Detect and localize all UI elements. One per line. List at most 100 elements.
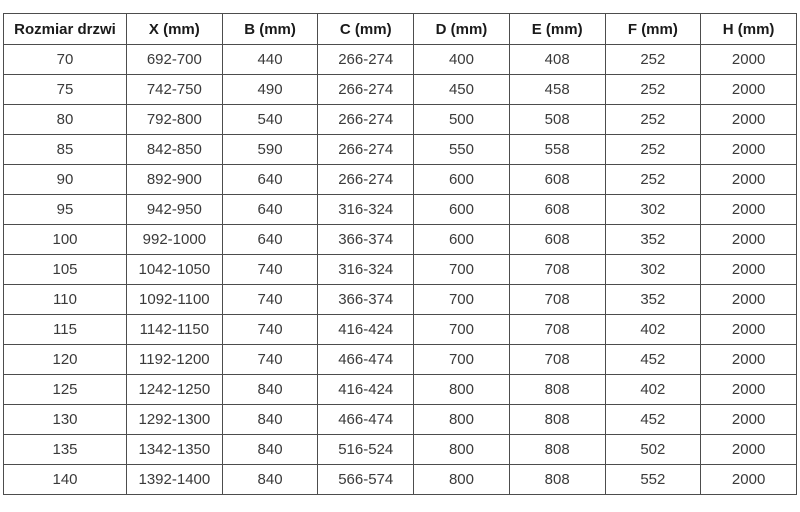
table-cell: 550 xyxy=(413,134,510,165)
table-cell: 1092-1100 xyxy=(126,284,223,315)
table-cell: 2000 xyxy=(700,164,797,195)
table-cell: 708 xyxy=(508,284,606,315)
table-cell: 800 xyxy=(413,374,510,405)
table-cell: 90 xyxy=(3,164,127,195)
table-cell: 452 xyxy=(604,404,702,435)
table-cell: 266-274 xyxy=(317,44,415,75)
column-header: H (mm) xyxy=(700,13,797,45)
table-cell: 130 xyxy=(3,404,127,435)
table-cell: 708 xyxy=(508,344,606,375)
table-cell: 2000 xyxy=(700,44,797,75)
table-cell: 252 xyxy=(604,44,702,75)
table-cell: 742-750 xyxy=(126,74,223,105)
table-cell: 252 xyxy=(604,74,702,105)
table-cell: 316-324 xyxy=(317,194,415,225)
table-cell: 252 xyxy=(604,164,702,195)
table-cell: 105 xyxy=(3,254,127,285)
table-cell: 416-424 xyxy=(317,374,415,405)
table-cell: 1042-1050 xyxy=(126,254,223,285)
table-cell: 1192-1200 xyxy=(126,344,223,375)
table-cell: 70 xyxy=(3,44,127,75)
table-cell: 1242-1250 xyxy=(126,374,223,405)
table-cell: 366-374 xyxy=(317,284,415,315)
table-cell: 252 xyxy=(604,134,702,165)
table-cell: 2000 xyxy=(700,344,797,375)
table-row: 75 742-750 490 266-274 450 458 252 2000 xyxy=(3,74,797,105)
table-cell: 1392-1400 xyxy=(126,464,223,495)
table-row: 125 1242-1250 840 416-424 800 808 402 2000 xyxy=(3,374,797,405)
table-cell: 400 xyxy=(413,44,510,75)
table-cell: 992-1000 xyxy=(126,224,223,255)
table-cell: 2000 xyxy=(700,464,797,495)
table-cell: 502 xyxy=(604,434,702,465)
table-cell: 252 xyxy=(604,104,702,135)
table-cell: 700 xyxy=(413,254,510,285)
table-cell: 840 xyxy=(221,434,319,465)
column-header: B (mm) xyxy=(221,13,319,45)
table-cell: 840 xyxy=(221,464,319,495)
table-cell: 600 xyxy=(413,194,510,225)
table-cell: 558 xyxy=(508,134,606,165)
table-cell: 458 xyxy=(508,74,606,105)
table-cell: 892-900 xyxy=(126,164,223,195)
table-cell: 1292-1300 xyxy=(126,404,223,435)
table-cell: 516-524 xyxy=(317,434,415,465)
table-cell: 416-424 xyxy=(317,314,415,345)
column-header: C (mm) xyxy=(317,13,415,45)
table-cell: 740 xyxy=(221,344,319,375)
table-cell: 100 xyxy=(3,224,127,255)
column-header: F (mm) xyxy=(604,13,702,45)
table-cell: 840 xyxy=(221,374,319,405)
table-cell: 500 xyxy=(413,104,510,135)
table-cell: 95 xyxy=(3,194,127,225)
table-row: 140 1392-1400 840 566-574 800 808 552 2000 xyxy=(3,464,797,495)
table-cell: 2000 xyxy=(700,284,797,315)
table-cell: 808 xyxy=(508,374,606,405)
table-cell: 2000 xyxy=(700,194,797,225)
table-cell: 352 xyxy=(604,224,702,255)
table-cell: 452 xyxy=(604,344,702,375)
header-row: Rozmiar drzwi X (mm) B (mm) C (mm) D (mm) E (… xyxy=(3,13,797,45)
column-header: E (mm) xyxy=(508,13,606,45)
table-cell: 2000 xyxy=(700,224,797,255)
table-cell: 640 xyxy=(221,194,319,225)
table-cell: 266-274 xyxy=(317,104,415,135)
table-cell: 2000 xyxy=(700,374,797,405)
table-cell: 700 xyxy=(413,284,510,315)
table-row: 110 1092-1100 740 366-374 700 708 352 2000 xyxy=(3,284,797,315)
table-row: 85 842-850 590 266-274 550 558 252 2000 xyxy=(3,134,797,165)
table-cell: 2000 xyxy=(700,254,797,285)
table-cell: 440 xyxy=(221,44,319,75)
table-cell: 740 xyxy=(221,314,319,345)
table-cell: 490 xyxy=(221,74,319,105)
table-cell: 600 xyxy=(413,224,510,255)
table-cell: 508 xyxy=(508,104,606,135)
table-cell: 608 xyxy=(508,194,606,225)
table-row: 90 892-900 640 266-274 600 608 252 2000 xyxy=(3,164,797,195)
table-row: 115 1142-1150 740 416-424 700 708 402 2000 xyxy=(3,314,797,345)
table-cell: 608 xyxy=(508,224,606,255)
table-cell: 740 xyxy=(221,254,319,285)
table-cell: 608 xyxy=(508,164,606,195)
table-cell: 140 xyxy=(3,464,127,495)
table-head: Rozmiar drzwi X (mm) B (mm) C (mm) D (mm) E (… xyxy=(3,13,797,45)
table-row: 70 692-700 440 266-274 400 408 252 2000 xyxy=(3,44,797,75)
table-cell: 466-474 xyxy=(317,344,415,375)
table-row: 105 1042-1050 740 316-324 700 708 302 2000 xyxy=(3,254,797,285)
table-cell: 792-800 xyxy=(126,104,223,135)
table-cell: 2000 xyxy=(700,404,797,435)
table-cell: 115 xyxy=(3,314,127,345)
table-cell: 408 xyxy=(508,44,606,75)
table-cell: 2000 xyxy=(700,314,797,345)
table-cell: 366-374 xyxy=(317,224,415,255)
table-cell: 700 xyxy=(413,314,510,345)
table-cell: 135 xyxy=(3,434,127,465)
table-cell: 2000 xyxy=(700,74,797,105)
table-cell: 2000 xyxy=(700,434,797,465)
table-row: 95 942-950 640 316-324 600 608 302 2000 xyxy=(3,194,797,225)
table-cell: 800 xyxy=(413,434,510,465)
column-header: Rozmiar drzwi xyxy=(3,13,127,45)
table-cell: 540 xyxy=(221,104,319,135)
table-cell: 640 xyxy=(221,224,319,255)
